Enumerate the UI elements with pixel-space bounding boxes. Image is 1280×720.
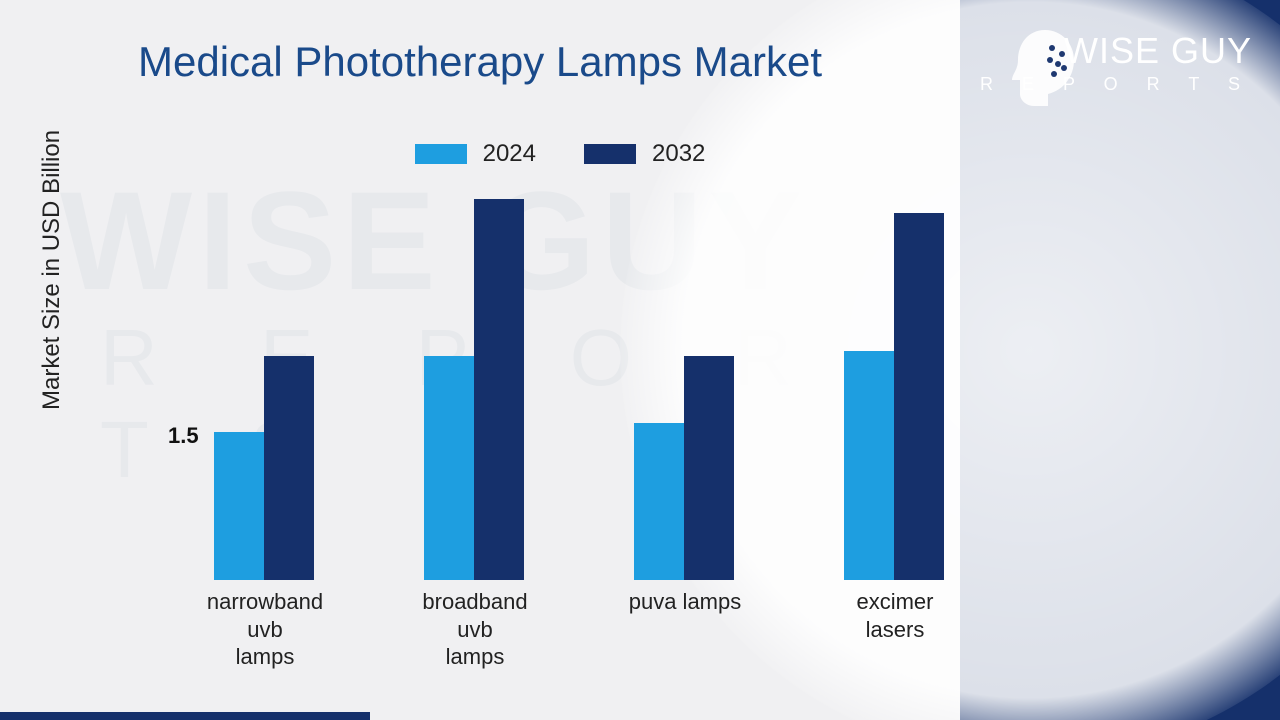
bar	[474, 199, 524, 580]
bar	[264, 356, 314, 580]
legend-item: 2032	[584, 140, 705, 168]
y-tick-label: 1.5	[168, 423, 199, 449]
chart-title: Medical Phototherapy Lamps Market	[0, 38, 960, 86]
bar	[684, 356, 734, 580]
legend-label: 2024	[483, 140, 536, 168]
brand-logo: WISE GUY R E P O R T S	[980, 30, 1252, 95]
bar-chart: 20242032 Market Size in USD Billion narr…	[80, 140, 1040, 680]
category-label: puva lamps	[605, 580, 765, 616]
bar	[634, 423, 684, 580]
legend-swatch	[415, 144, 467, 164]
bottom-accent-bar	[0, 712, 370, 720]
logo-line2: R E P O R T S	[980, 74, 1252, 95]
legend-swatch	[584, 144, 636, 164]
legend: 2024 2032	[80, 140, 1040, 169]
category-label: broadbanduvblamps	[395, 580, 555, 671]
canvas: WISE GUY R E P O R T S Medical Photother…	[0, 0, 1280, 720]
bar	[894, 213, 944, 580]
category-label: excimerlasers	[815, 580, 975, 643]
legend-item: 2024	[415, 140, 536, 168]
category-label: narrowbanduvblamps	[185, 580, 345, 671]
plot-area: narrowbanduvblampsbroadbanduvblampspuva …	[160, 180, 1020, 580]
bar	[424, 356, 474, 580]
bar	[214, 432, 264, 580]
legend-label: 2032	[652, 140, 705, 168]
y-axis-label: Market Size in USD Billion	[38, 130, 66, 410]
bar	[844, 351, 894, 580]
logo-line1: WISE GUY	[980, 30, 1252, 72]
